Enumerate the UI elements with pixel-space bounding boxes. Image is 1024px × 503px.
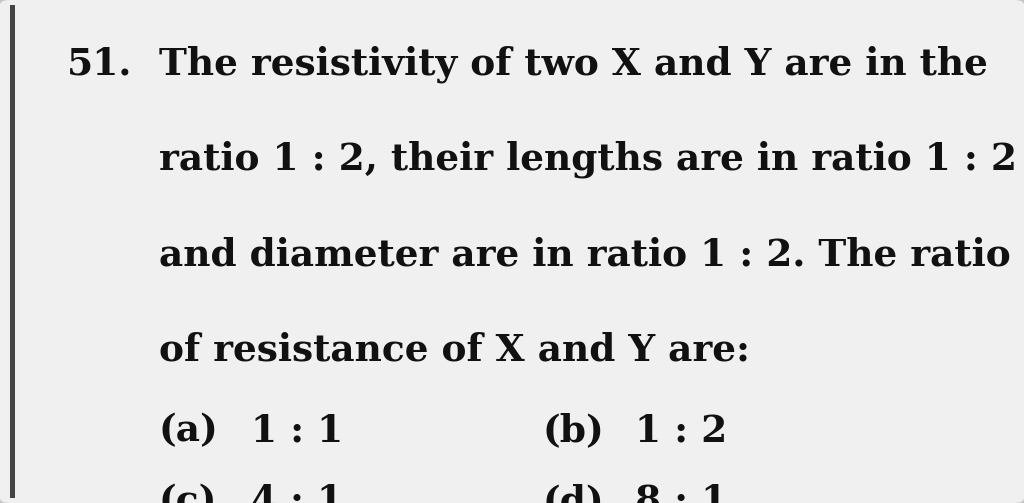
Text: (b): (b) [543,412,604,450]
Text: 8 : 1: 8 : 1 [635,483,727,503]
Text: (d): (d) [543,483,604,503]
Text: 4 : 1: 4 : 1 [251,483,343,503]
Text: of resistance of X and Y are:: of resistance of X and Y are: [159,332,750,369]
Bar [10,5,15,498]
Text: 1 : 2: 1 : 2 [635,412,727,450]
Text: The resistivity of two X and Y are in the: The resistivity of two X and Y are in th… [159,45,987,83]
Text: 51.: 51. [67,45,132,82]
Text: (a): (a) [159,412,218,450]
Text: 1 : 1: 1 : 1 [251,412,343,450]
Text: and diameter are in ratio 1 : 2. The ratio: and diameter are in ratio 1 : 2. The rat… [159,236,1011,274]
Text: ratio 1 : 2, their lengths are in ratio 1 : 2: ratio 1 : 2, their lengths are in ratio … [159,141,1017,179]
Text: (c): (c) [159,483,217,503]
